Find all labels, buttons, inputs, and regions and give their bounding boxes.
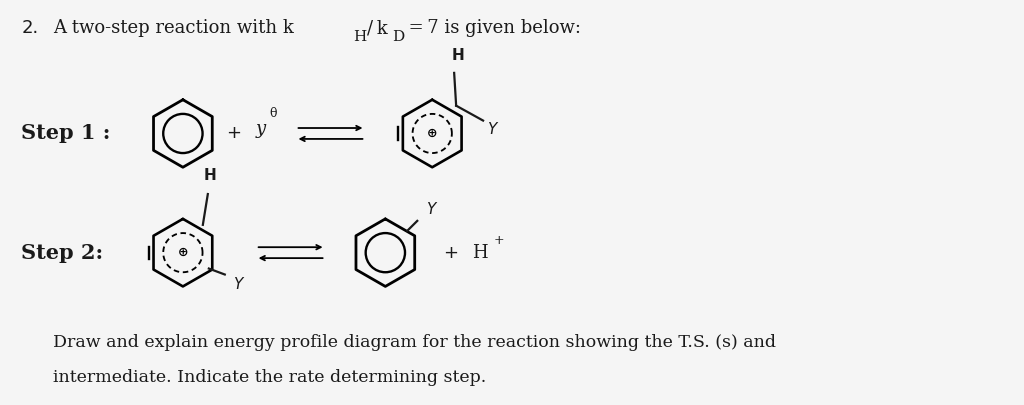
Text: H: H (353, 30, 367, 44)
Text: y: y (256, 119, 266, 138)
Text: H: H (452, 48, 465, 63)
Text: +: + (226, 124, 242, 143)
Text: Y: Y (487, 122, 497, 137)
Text: Draw and explain energy profile diagram for the reaction showing the T.S. (s) an: Draw and explain energy profile diagram … (53, 334, 776, 351)
Text: A two-step reaction with k: A two-step reaction with k (53, 19, 294, 37)
Text: Step 2:: Step 2: (22, 243, 103, 263)
Text: H: H (472, 244, 487, 262)
Text: / k: / k (368, 19, 388, 37)
Text: 2.: 2. (22, 19, 39, 37)
Text: D: D (392, 30, 404, 44)
Text: +: + (442, 244, 458, 262)
Text: θ: θ (269, 107, 276, 120)
Text: ⊕: ⊕ (427, 127, 437, 140)
Text: Y: Y (233, 277, 243, 292)
Text: H: H (204, 168, 216, 183)
Text: +: + (494, 234, 505, 247)
Text: Step 1 :: Step 1 : (22, 124, 111, 143)
Text: intermediate. Indicate the rate determining step.: intermediate. Indicate the rate determin… (53, 369, 486, 386)
Text: ⊕: ⊕ (177, 246, 188, 259)
Text: = 7 is given below:: = 7 is given below: (406, 19, 582, 37)
Text: Y: Y (426, 202, 435, 217)
